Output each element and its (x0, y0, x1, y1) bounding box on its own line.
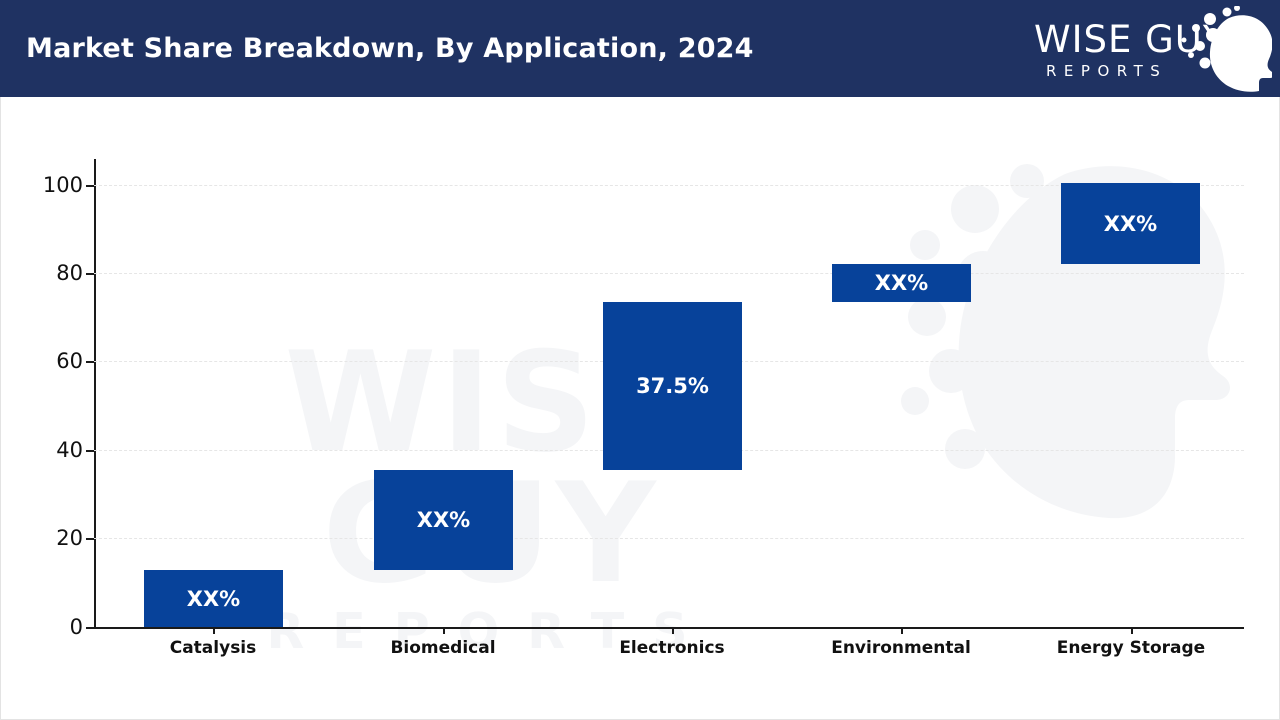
page-header: Market Share Breakdown, By Application, … (0, 0, 1280, 97)
y-tick-mark-100 (86, 185, 94, 187)
chart-area: WISE GUY REPORTS (0, 97, 1280, 720)
x-tick-label-energy-storage: Energy Storage (1056, 638, 1206, 658)
x-tick-label-electronics: Electronics (619, 638, 725, 658)
plot-area: XX% XX% 37.5% XX% XX% (94, 157, 1244, 627)
gridline-80 (94, 273, 1244, 274)
y-tick-mark-20 (86, 538, 94, 540)
x-tick-label-biomedical: Biomedical (390, 638, 496, 658)
x-axis-line (94, 627, 1244, 629)
bar-label-biomedical: XX% (416, 508, 471, 532)
y-tick-label-60: 60 (56, 349, 83, 373)
x-tick-mark-environmental (901, 627, 903, 634)
bar-catalysis[interactable]: XX% (144, 570, 283, 627)
gridline-100 (94, 185, 1244, 186)
y-tick-mark-40 (86, 450, 94, 452)
wise-guy-reports-logo: WISE GUY REPORTS (1024, 5, 1272, 92)
bar-label-electronics: 37.5% (636, 374, 709, 398)
y-axis-line (94, 159, 96, 627)
page-title: Market Share Breakdown, By Application, … (26, 33, 754, 64)
svg-text:REPORTS: REPORTS (1046, 62, 1167, 80)
bar-label-environmental: XX% (874, 271, 929, 295)
x-tick-mark-catalysis (213, 627, 215, 634)
bar-environmental[interactable]: XX% (832, 264, 971, 302)
y-tick-label-0: 0 (69, 615, 83, 639)
bar-electronics[interactable]: 37.5% (603, 302, 742, 470)
y-tick-label-40: 40 (56, 438, 83, 462)
bar-label-energy-storage: XX% (1103, 211, 1158, 236)
x-tick-label-catalysis: Catalysis (169, 638, 257, 658)
x-tick-mark-energy-storage (1131, 627, 1133, 634)
y-tick-mark-0 (86, 627, 94, 629)
bar-label-catalysis: XX% (186, 586, 241, 611)
gridline-20 (94, 538, 1244, 539)
y-tick-label-20: 20 (56, 526, 83, 550)
y-tick-mark-80 (86, 273, 94, 275)
x-tick-mark-biomedical (443, 627, 445, 634)
x-tick-mark-electronics (672, 627, 674, 634)
y-tick-label-80: 80 (56, 261, 83, 285)
y-tick-mark-60 (86, 361, 94, 363)
bar-energy-storage[interactable]: XX% (1061, 183, 1200, 264)
y-tick-label-100: 100 (42, 173, 83, 197)
x-tick-label-environmental: Environmental (831, 638, 971, 658)
bar-biomedical[interactable]: XX% (374, 470, 513, 570)
